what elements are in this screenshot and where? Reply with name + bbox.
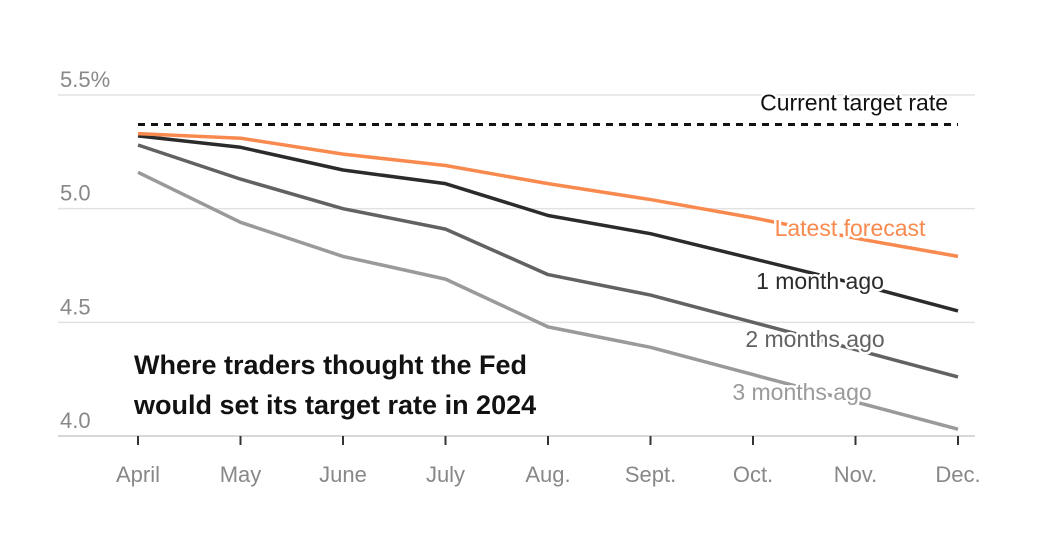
- x-axis: April May June July Aug. Sept. Oct. Nov. Dec.: [116, 436, 981, 487]
- chart-title-line-2: would set its target rate in 2024: [133, 390, 536, 420]
- series-label: Latest forecast: [775, 215, 926, 241]
- x-tick-label: Nov.: [834, 462, 878, 487]
- series-labels: 3 months ago 2 months ago 1 month ago Lates…: [730, 213, 929, 408]
- x-tick-label: May: [220, 462, 262, 487]
- y-axis: 5.5% 5.0 4.5 4.0: [60, 67, 110, 433]
- x-tick-label: Dec.: [935, 462, 980, 487]
- series-line-2-months-ago: [137, 143, 959, 379]
- series-lines: [137, 131, 959, 431]
- series-line-latest-forecast: [137, 131, 959, 259]
- x-tick-label: Aug.: [525, 462, 570, 487]
- y-tick-label: 4.0: [60, 408, 91, 433]
- y-tick-label: 4.5: [60, 294, 91, 319]
- x-tick-label: July: [426, 462, 465, 487]
- series-line-1-month-ago: [137, 134, 959, 313]
- x-tick-label: April: [116, 462, 160, 487]
- series-label: 3 months ago: [732, 379, 871, 405]
- y-tick-label: 5.0: [60, 181, 91, 206]
- y-tick-label: 5.5%: [60, 67, 110, 92]
- x-tick-label: Oct.: [733, 462, 773, 487]
- x-tick-label: Sept.: [625, 462, 676, 487]
- series-line-3-months-ago: [137, 170, 959, 431]
- series-label: 2 months ago: [745, 326, 884, 352]
- reference-line: Current target rate: [138, 87, 958, 127]
- reference-line-label: Current target rate: [760, 90, 948, 116]
- chart-title: Where traders thought the Fed: [134, 350, 527, 380]
- series-label: 1 month ago: [756, 268, 884, 294]
- x-tick-label: June: [319, 462, 367, 487]
